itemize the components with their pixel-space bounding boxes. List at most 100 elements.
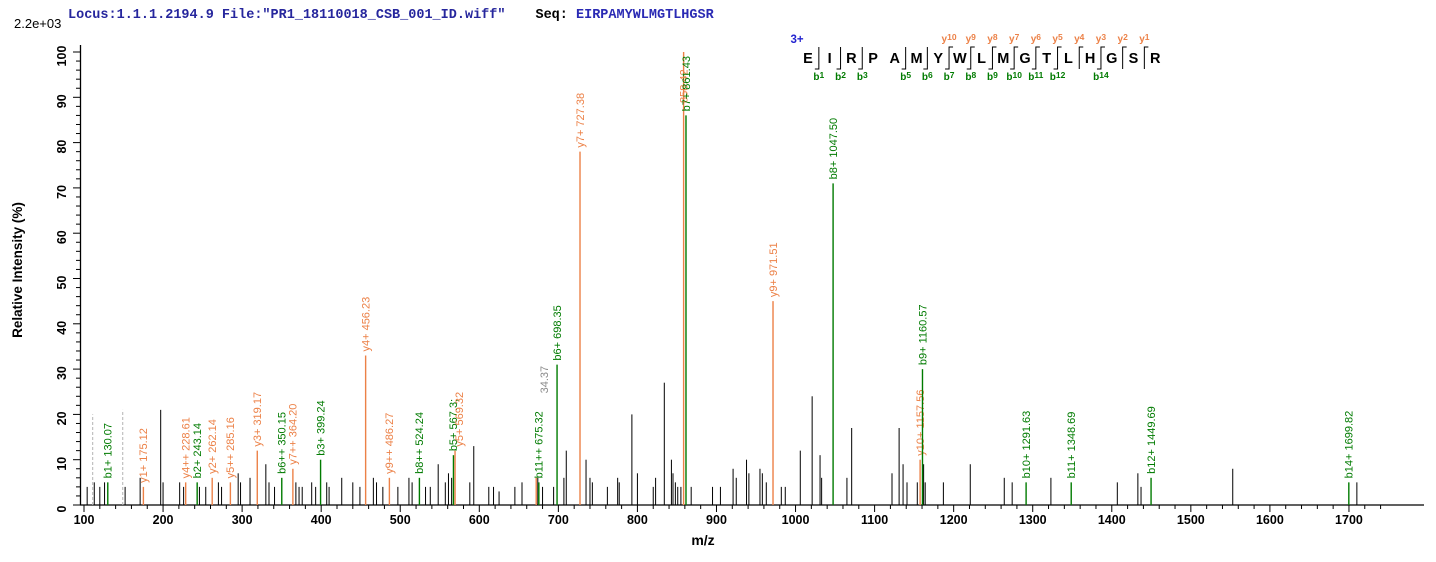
x-tick-label: 600 xyxy=(469,513,490,527)
peak-label: y1+ 175.12 xyxy=(138,428,150,483)
b-ion-ladder-label: b5 xyxy=(900,70,911,83)
y-ion-ladder-label: y4 xyxy=(1074,32,1085,45)
peak-label: y4+ 456.23 xyxy=(360,297,372,352)
peak-label: b8++ 524.24 xyxy=(414,412,426,474)
peak-label: y3+ 319.17 xyxy=(252,392,264,447)
b-ion-ladder-label: b14 xyxy=(1093,70,1109,83)
residue-letter: P xyxy=(868,51,878,67)
y-axis-title: Relative Intensity (%) xyxy=(10,202,25,338)
y-tick-label: 90 xyxy=(55,94,69,108)
fragment-mark xyxy=(1031,46,1040,70)
y-tick-label: 60 xyxy=(55,230,69,244)
peak-label: b6++ 350.15 xyxy=(277,412,289,474)
y-tick-label: 0 xyxy=(55,505,69,512)
x-axis: 100 200 300 400 500 600 700 800 900 1000 1100 1200 1… xyxy=(74,504,1424,548)
residue-letter: M xyxy=(910,51,922,67)
fragment-mark xyxy=(988,46,997,70)
x-tick-label: 500 xyxy=(390,513,411,527)
peak-label: b12+ 1449.69 xyxy=(1146,406,1158,474)
fragment-mark xyxy=(966,46,975,70)
y-ion-ladder-label: y8 xyxy=(987,32,998,45)
y-tick-label: 80 xyxy=(55,140,69,154)
fragment-mark xyxy=(923,47,928,70)
x-tick-label: 100 xyxy=(74,513,95,527)
x-tick-label: 1200 xyxy=(940,513,968,527)
fragment-mark xyxy=(945,46,954,70)
peak-label: b11+ 1348.69 xyxy=(1066,412,1078,479)
residue-letter: I xyxy=(828,51,832,67)
residue-letter: M xyxy=(997,51,1009,67)
residue-letter: R xyxy=(1150,51,1161,67)
y-tick-label: 50 xyxy=(55,276,69,290)
b-ion-ladder-label: b8 xyxy=(965,70,976,83)
peak-label: b3+ 399.24 xyxy=(315,400,327,455)
fragment-mark xyxy=(901,47,907,70)
y-ion-ladder-label: y9 xyxy=(966,32,977,45)
y-ion-ladder-label: y2 xyxy=(1118,32,1129,45)
locus-file-text: Locus:1.1.1.2194.9 File:"PR1_18110018_CS… xyxy=(68,8,506,23)
residue-letter: L xyxy=(977,51,986,67)
fragment-mark xyxy=(1078,46,1084,69)
fragment-mark xyxy=(1143,46,1149,69)
x-tick-label: 200 xyxy=(153,513,174,527)
peak-label: y10+ 1157.56 xyxy=(915,390,927,456)
residue-letter: L xyxy=(1064,51,1073,67)
x-tick-label: 1000 xyxy=(782,513,810,527)
peak-label: y5++ 285.16 xyxy=(225,417,237,478)
x-tick-label: 700 xyxy=(548,513,569,527)
y-ion-ladder-label: y5 xyxy=(1052,32,1063,45)
x-tick-label: 1400 xyxy=(1098,513,1126,527)
peak-label: b2+ 243.14 xyxy=(192,423,204,478)
residue-letter: Y xyxy=(933,51,943,67)
b-ion-ladder-label: b2 xyxy=(835,70,846,83)
peak-label: b6+ 698.35 xyxy=(552,305,564,360)
x-tick-label: 1700 xyxy=(1335,513,1363,527)
peak-label: b1+ 130.07 xyxy=(103,423,115,478)
peak-label: y7+ 727.38 xyxy=(575,93,587,148)
precursor-markers xyxy=(92,409,124,505)
fragment-mark xyxy=(858,47,863,70)
x-tick-label: 800 xyxy=(627,513,648,527)
x-tick-label: 400 xyxy=(311,513,332,527)
x-tick-label: 300 xyxy=(232,513,253,527)
y-tick-label: 10 xyxy=(55,457,69,471)
peak-label: 858.42 xyxy=(678,69,690,103)
residue-letter: A xyxy=(890,51,901,67)
peak-label: y5+ 569.32 xyxy=(454,392,466,447)
b-ion-ladder-label: b9 xyxy=(987,70,998,83)
fragment-mark xyxy=(1010,46,1019,70)
peak-label: b10+ 1291.63 xyxy=(1021,411,1033,479)
b-ion-ladder-label: b7 xyxy=(944,70,955,83)
residue-letter: G xyxy=(1019,51,1030,67)
y-ion-ladder-label: y6 xyxy=(1031,32,1042,45)
annotated-peaks: b1+ 130.07 y1+ 175.12 y4++ 228.61 b2+ 243.1… xyxy=(103,52,1356,505)
x-tick-label: 1600 xyxy=(1256,513,1284,527)
window-header: Locus:1.1.1.2194.9 File:"PR1_18110018_CS… xyxy=(68,8,714,23)
seq-label: Seq: xyxy=(535,8,568,23)
precursor-charge-label: 3+ xyxy=(790,34,803,46)
x-tick-label: 1100 xyxy=(861,513,888,527)
y-tick-label: 20 xyxy=(55,411,69,425)
peak-label: y9+ 971.51 xyxy=(768,242,780,297)
residue-letter: H xyxy=(1085,51,1095,67)
b-ion-ladder-label: b11 xyxy=(1028,70,1043,83)
y-ion-ladder-label: y1 xyxy=(1139,32,1150,45)
y-tick-label: 100 xyxy=(55,46,69,67)
b-ion-ladder-label: b6 xyxy=(922,70,933,83)
residue-letter: T xyxy=(1042,51,1051,67)
peak-label: b7+ 861.43 xyxy=(681,56,693,111)
peak-label: b8+ 1047.50 xyxy=(828,118,840,179)
peak-label: y9++ 486.27 xyxy=(384,413,396,474)
peak-label: b11++ 675.32 xyxy=(534,411,546,478)
unassigned-peaks xyxy=(86,382,1358,505)
peak-label: b5+ 567.3; xyxy=(448,399,460,451)
fragment-mark xyxy=(1053,46,1062,70)
max-intensity-label: 2.2e+03 xyxy=(14,16,62,31)
fragment-mark xyxy=(1096,46,1105,70)
sequence-ladder: 3+E I R P A M Y W L M G T L H G S Rb1 b2 b3 b5 b6y10b7y9b8y8… xyxy=(790,32,1161,83)
x-tick-label: 900 xyxy=(706,513,727,527)
b-ion-ladder-label: b10 xyxy=(1006,70,1022,83)
y-ion-ladder-label: y3 xyxy=(1096,32,1107,45)
y-tick-label: 30 xyxy=(55,366,69,380)
x-tick-label: 1500 xyxy=(1177,513,1205,527)
